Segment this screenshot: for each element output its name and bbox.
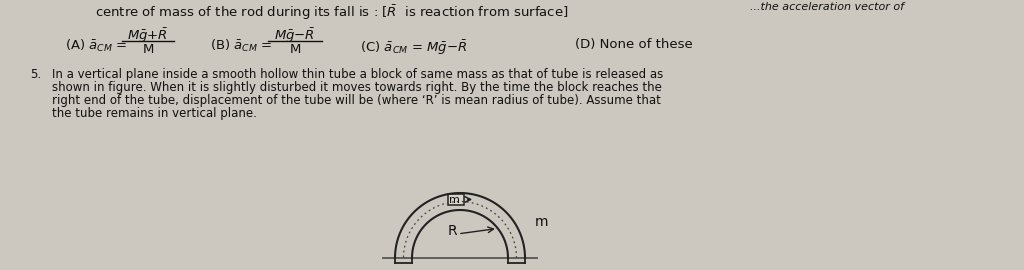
Text: M: M [290,43,301,56]
Text: R: R [447,224,457,238]
Text: right end of the tube, displacement of the tube will be (where ‘R’ is mean radiu: right end of the tube, displacement of t… [52,94,660,107]
Text: ...the acceleration vector of: ...the acceleration vector of [750,2,904,12]
Text: shown in figure. When it is slightly disturbed it moves towards right. By the ti: shown in figure. When it is slightly dis… [52,81,662,94]
Text: M: M [142,43,154,56]
Text: (C) $\bar{a}_{CM}$ = $M\bar{g}$$-$$\bar{R}$: (C) $\bar{a}_{CM}$ = $M\bar{g}$$-$$\bar{… [360,38,468,57]
Text: centre of mass of the rod during its fall is : [$\bar{R}$  is reaction from surf: centre of mass of the rod during its fal… [95,3,568,22]
Text: (B) $\bar{a}_{CM}$ =: (B) $\bar{a}_{CM}$ = [210,38,272,54]
Text: m: m [535,215,549,229]
Text: $M\bar{g}$+$\bar{R}$: $M\bar{g}$+$\bar{R}$ [127,26,169,45]
Text: In a vertical plane inside a smooth hollow thin tube a block of same mass as tha: In a vertical plane inside a smooth holl… [52,68,664,81]
Text: the tube remains in vertical plane.: the tube remains in vertical plane. [52,107,257,120]
Bar [449,194,464,205]
Text: m: m [449,195,460,205]
Text: $M\bar{g}$$-$$\bar{R}$: $M\bar{g}$$-$$\bar{R}$ [274,26,315,45]
Text: (A) $\bar{a}_{CM}$ =: (A) $\bar{a}_{CM}$ = [65,38,128,54]
Text: (D) None of these: (D) None of these [575,38,693,51]
Text: 5.: 5. [30,68,41,81]
